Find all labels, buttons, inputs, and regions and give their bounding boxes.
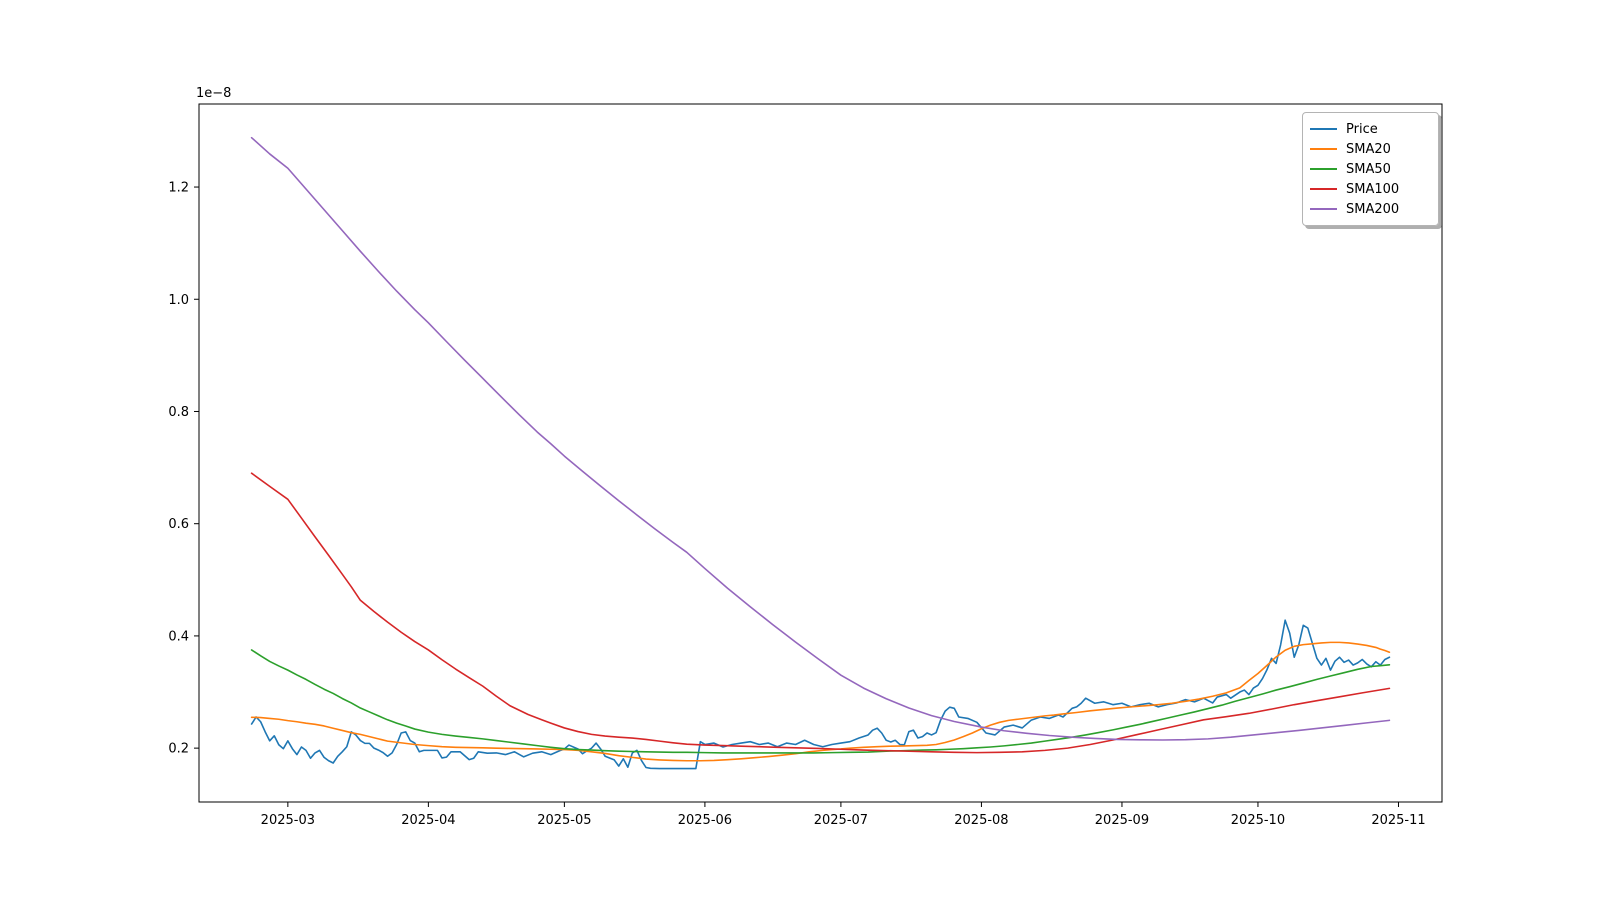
x-tick-label: 2025-08 (954, 813, 1008, 828)
x-tick-label: 2025-04 (401, 813, 455, 828)
x-tick-label: 2025-11 (1371, 813, 1425, 828)
legend-item-price: Price (1310, 119, 1430, 139)
legend-line-sample-sma20 (1310, 148, 1337, 150)
x-tick-label: 2025-07 (814, 813, 868, 828)
x-axis: 2025-03 2025-04 2025-05 2025-06 2025-07 2025-… (261, 802, 1426, 828)
y-tick-label: 0.2 (168, 742, 189, 757)
legend-line-sample-sma100 (1310, 188, 1337, 190)
x-tick-label: 2025-10 (1231, 813, 1285, 828)
legend-label-sma200: SMA200 (1346, 201, 1400, 217)
legend-item-sma50: SMA50 (1310, 159, 1430, 179)
legend-item-sma200: SMA200 (1310, 199, 1430, 219)
x-tick-label: 2025-06 (678, 813, 732, 828)
legend-line-sample-sma50 (1310, 168, 1337, 170)
y-tick-label: 0.6 (168, 517, 189, 532)
price-line (250, 619, 1391, 770)
legend-label-sma100: SMA100 (1346, 181, 1400, 197)
legend: Price SMA20 SMA50 SMA100 SMA200 (1302, 112, 1439, 226)
legend-line-sample-sma200 (1310, 208, 1337, 210)
y-axis-offset-label: 1e−8 (196, 86, 231, 101)
y-axis: 0.2 0.4 0.6 0.8 1.0 1.2 (168, 181, 199, 757)
sma50-line (250, 649, 1391, 754)
y-tick-label: 0.4 (168, 629, 189, 644)
legend-label-sma50: SMA50 (1346, 161, 1391, 177)
x-tick-label: 2025-05 (537, 813, 591, 828)
y-tick-label: 0.8 (168, 405, 189, 420)
legend-label-sma20: SMA20 (1346, 141, 1391, 157)
sma100-line (250, 472, 1391, 754)
plot-frame (198, 103, 1443, 803)
legend-item-sma20: SMA20 (1310, 139, 1430, 159)
y-tick-label: 1.0 (168, 293, 189, 308)
legend-label-price: Price (1346, 121, 1378, 137)
legend-line-sample-price (1310, 128, 1337, 130)
sma200-line (250, 136, 1391, 741)
sma20-line (250, 641, 1391, 762)
x-tick-label: 2025-09 (1095, 813, 1149, 828)
x-tick-label: 2025-03 (261, 813, 315, 828)
series-layer (250, 136, 1391, 770)
y-tick-label: 1.2 (168, 181, 189, 196)
legend-item-sma100: SMA100 (1310, 179, 1430, 199)
